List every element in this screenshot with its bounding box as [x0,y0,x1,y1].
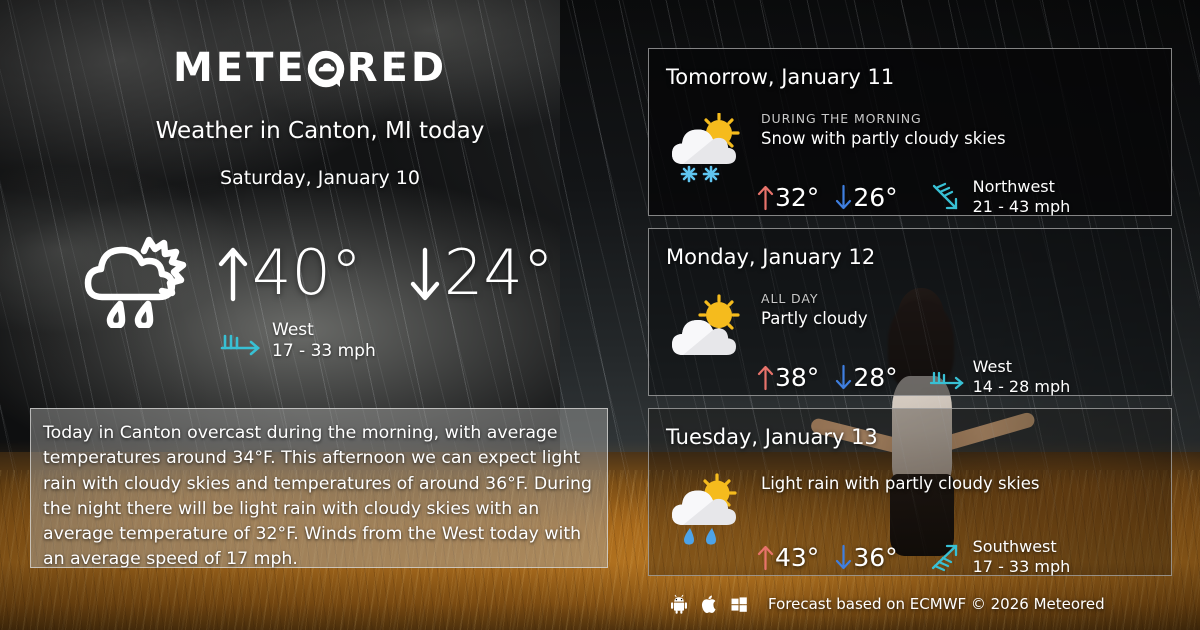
forecast-metrics: 32° 26° [757,177,1165,217]
forecast-temp-min-value: 28° [853,362,898,392]
arrow-down-icon [410,247,440,301]
today-temp-max-value: 40° [252,236,362,309]
forecast-metrics: 43° 36° [757,537,1165,577]
today-wind-direction: West [272,320,314,340]
forecast-day: Monday, January 12 [666,245,876,269]
forecast-card[interactable]: Monday, January 12 ALL DAY Partly clou [648,228,1172,396]
forecast-day: Tomorrow, January 11 [666,65,895,89]
forecast-wind-text: Southwest 17 - 33 mph [973,537,1071,577]
forecast-temp-min: 26° [835,182,898,212]
forecast-temp-min: 36° [835,542,898,572]
forecast-wind: Southwest 17 - 33 mph [928,537,1071,577]
arrow-up-icon [757,365,774,390]
logo-text-part1: METE [173,45,307,91]
forecast-condition: Partly cloudy [761,309,868,328]
footer-credit: Forecast based on ECMWF © 2026 Meteored [768,595,1105,613]
arrow-down-icon [836,184,852,209]
forecast-cards: Tomorrow, January 11 [648,48,1172,588]
forecast-period: ALL DAY [761,291,819,306]
android-icon[interactable] [670,594,688,614]
rain-with-sun-icon [667,473,745,545]
forecast-temp-max: 38° [757,363,819,392]
wind-southwest-icon [931,544,957,572]
forecast-temp-min: 28° [835,362,898,392]
wheat-field-background [0,452,1200,630]
today-date: Saturday, January 10 [220,167,420,189]
forecast-wind-speed: 17 - 33 mph [972,557,1071,576]
today-temp-min-value: 24° [443,236,554,309]
today-panel: METE RED Weather in Canton, MI today Satu… [30,45,608,569]
rain-with-sun-icon [80,218,200,330]
today-temperatures: 40° 24° [216,242,554,304]
forecast-condition: Light rain with partly cloudy skies [761,474,1040,493]
forecast-wind-text: Northwest 21 - 43 mph [973,177,1071,217]
forecast-temp-max-value: 43° [775,542,820,572]
forecast-card[interactable]: Tomorrow, January 11 [648,48,1172,216]
snow-with-sun-icon [667,112,745,185]
forecast-wind: Northwest 21 - 43 mph [928,177,1071,217]
today-description-text: Today in Canton overcast during the morn… [43,423,592,570]
apple-icon[interactable] [700,594,718,614]
forecast-card[interactable]: Tuesday, January 13 [648,408,1172,576]
forecast-wind-speed: 14 - 28 mph [972,377,1071,396]
today-summary-row: 40° 24° [80,218,554,330]
today-temp-max: 40° [216,242,362,304]
forecast-wind-direction: Southwest [972,537,1057,556]
wind-west-icon [929,371,964,390]
forecast-temp-min-value: 26° [853,182,898,212]
forecast-temp-max: 43° [757,543,819,572]
forecast-temp-max-value: 32° [775,182,820,212]
meteored-logo[interactable]: METE RED [173,45,447,91]
arrow-down-icon [836,544,852,569]
forecast-temp-max: 32° [757,183,819,212]
today-wind-text: West 17 - 33 mph [272,320,376,363]
arrow-up-icon [218,247,248,302]
wheat-texture [0,470,1200,630]
arrow-up-icon [757,185,774,210]
forecast-body: Light rain with partly cloudy skies [761,471,1161,493]
forecast-condition: Snow with partly cloudy skies [761,129,1006,148]
today-wind-speed: 17 - 33 mph [272,341,376,362]
forecast-body: ALL DAY Partly cloudy [761,291,1161,328]
forecast-wind-speed: 21 - 43 mph [972,197,1071,216]
arrow-down-icon [836,364,852,389]
forecast-day: Tuesday, January 13 [666,425,878,449]
logo-text-part2: RED [346,45,448,91]
wind-northwest-icon [932,182,957,210]
wind-west-icon [220,334,260,356]
arrow-up-icon [757,545,774,570]
page-title: Weather in Canton, MI today [155,118,485,144]
forecast-wind: West 14 - 28 mph [928,357,1071,397]
forecast-wind-text: West 14 - 28 mph [973,357,1071,397]
forecast-temp-max-value: 38° [775,362,820,392]
forecast-temp-min-value: 36° [853,542,898,572]
forecast-wind-direction: Northwest [972,177,1055,196]
footer: Forecast based on ECMWF © 2026 Meteored [670,594,1105,614]
windows-icon[interactable] [730,594,748,614]
forecast-wind-direction: West [972,357,1012,376]
cloud-in-letter-o-icon [307,48,347,88]
forecast-metrics: 38° 28° [757,357,1165,397]
today-wind: West 17 - 33 mph [218,320,376,363]
today-temp-min: 24° [408,242,554,304]
today-description-box: Today in Canton overcast during the morn… [30,408,608,569]
forecast-period: DURING THE MORNING [761,111,922,126]
forecast-body: DURING THE MORNING Snow with partly clou… [761,111,1161,148]
partly-cloudy-icon [667,293,745,365]
